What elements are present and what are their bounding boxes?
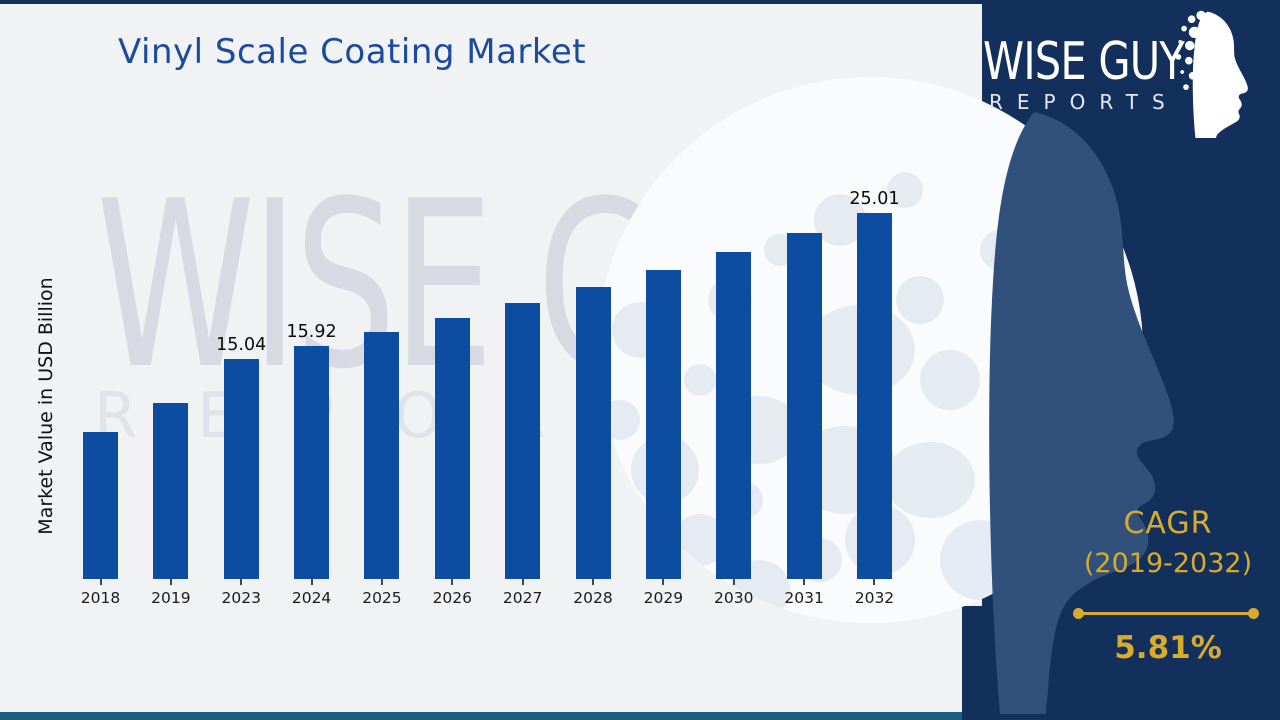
x-axis-tick (521, 579, 524, 585)
x-axis-label: 2025 (362, 589, 402, 607)
watermark-dot (933, 208, 947, 222)
x-axis-tick (592, 579, 595, 585)
watermark-dot (896, 226, 924, 254)
x-axis-label: 2032 (854, 589, 895, 607)
x-axis-label: 2027 (502, 589, 543, 607)
x-axis-tick (310, 579, 313, 585)
bar-value-label: 15.04 (216, 335, 267, 355)
x-axis-label: 2031 (784, 589, 824, 607)
bottom-accent-strip (0, 712, 962, 720)
cagr-range: (2019-2032) (1083, 548, 1253, 579)
x-axis-tick (240, 579, 243, 585)
bar-2019 (153, 403, 189, 579)
y-axis-label: Market Value in USD Billion (35, 277, 57, 535)
top-accent-strip (0, 0, 982, 4)
brand-logo-name: WISE GUY (983, 32, 1185, 92)
cagr-divider-line (1073, 608, 1259, 619)
face-profile-dots-icon (1175, 10, 1248, 138)
x-axis-label: 2018 (80, 589, 121, 607)
x-axis-label: 2026 (432, 589, 473, 607)
bar-2018 (83, 432, 118, 579)
x-axis-label: 2024 (291, 589, 332, 607)
bar-2026 (434, 318, 470, 579)
watermark-dot (920, 270, 940, 290)
bar-2025 (364, 332, 400, 579)
bar-value-label: 15.92 (286, 322, 337, 342)
x-axis-tick (732, 579, 735, 585)
bar-2032 (856, 213, 892, 579)
x-axis-tick (873, 579, 876, 585)
cagr-value: 5.81% (1114, 630, 1222, 666)
x-axis-tick (169, 579, 172, 585)
cagr-title: CAGR (1123, 506, 1213, 541)
bar-value-label: 25.01 (849, 189, 900, 209)
watermark-dot (907, 162, 923, 178)
x-axis-label: 2028 (573, 589, 613, 607)
bar-2024 (294, 346, 330, 579)
x-axis-tick (662, 579, 665, 585)
x-axis-tick (803, 579, 806, 585)
line-end-dot (1073, 608, 1084, 619)
x-axis-tick (99, 579, 102, 585)
bar-2029 (645, 270, 681, 579)
bar-2027 (505, 303, 541, 579)
bar-2028 (575, 287, 611, 579)
x-axis-label: 2019 (151, 589, 191, 607)
x-axis-label: 2029 (643, 589, 684, 607)
bar-2030 (716, 252, 752, 579)
x-axis-tick (380, 579, 383, 585)
bar-2023 (223, 359, 259, 579)
brand-logo-subtitle: REPORTS (989, 90, 1179, 114)
x-axis-label: 2030 (714, 589, 754, 607)
line-end-dot (1248, 608, 1259, 619)
x-axis-tick (451, 579, 454, 585)
bar-2031 (786, 233, 822, 579)
x-axis-label: 2023 (221, 589, 261, 607)
page-title: Vinyl Scale Coating Market (118, 32, 587, 72)
